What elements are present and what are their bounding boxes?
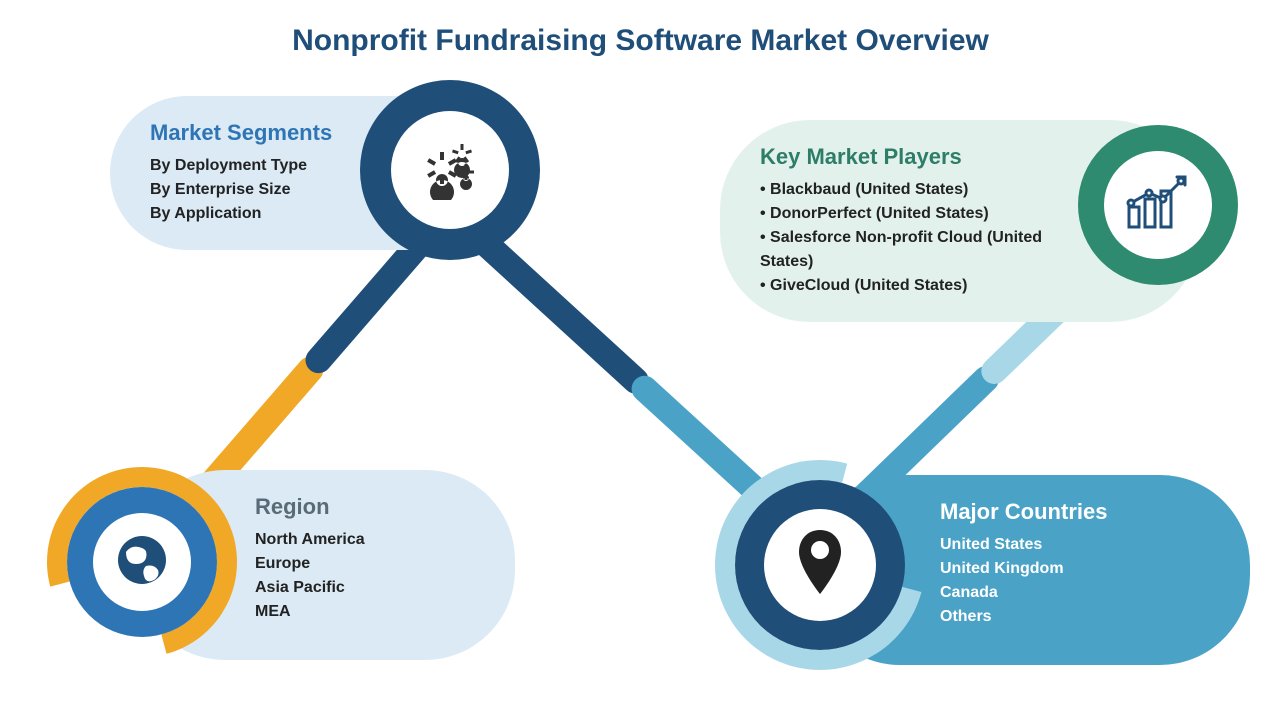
- segments-circle: [360, 80, 540, 260]
- region-circle: [67, 487, 217, 637]
- pin-icon: [795, 528, 845, 603]
- list-item: Salesforce Non-profit Cloud (United Stat…: [760, 226, 1080, 274]
- region-circle-inner: [93, 513, 191, 611]
- countries-list: United StatesUnited KingdomCanadaOthers: [940, 533, 1210, 629]
- players-circle: [1078, 125, 1238, 285]
- list-item: DonorPerfect (United States): [760, 202, 1080, 226]
- countries-heading: Major Countries: [940, 499, 1210, 525]
- list-item: North America: [255, 528, 475, 552]
- list-item: Canada: [940, 581, 1210, 605]
- region-heading: Region: [255, 494, 475, 520]
- list-item: United Kingdom: [940, 557, 1210, 581]
- list-item: United States: [940, 533, 1210, 557]
- segments-circle-inner: [391, 111, 509, 229]
- list-item: Blackbaud (United States): [760, 178, 1080, 202]
- page-title: Nonprofit Fundraising Software Market Ov…: [0, 24, 1281, 58]
- countries-circle: [735, 480, 905, 650]
- players-circle-inner: [1104, 151, 1212, 259]
- list-item: MEA: [255, 600, 475, 624]
- players-heading: Key Market Players: [760, 144, 1080, 170]
- chart-icon: [1123, 173, 1193, 238]
- list-item: Others: [940, 605, 1210, 629]
- list-item: Europe: [255, 552, 475, 576]
- region-list: North AmericaEuropeAsia PacificMEA: [255, 528, 475, 624]
- globe-icon: [112, 530, 172, 595]
- list-item: GiveCloud (United States): [760, 274, 1080, 298]
- list-item: Asia Pacific: [255, 576, 475, 600]
- gears-icon: [418, 136, 482, 205]
- players-list: Blackbaud (United States)DonorPerfect (U…: [760, 178, 1080, 298]
- countries-circle-inner: [764, 509, 876, 621]
